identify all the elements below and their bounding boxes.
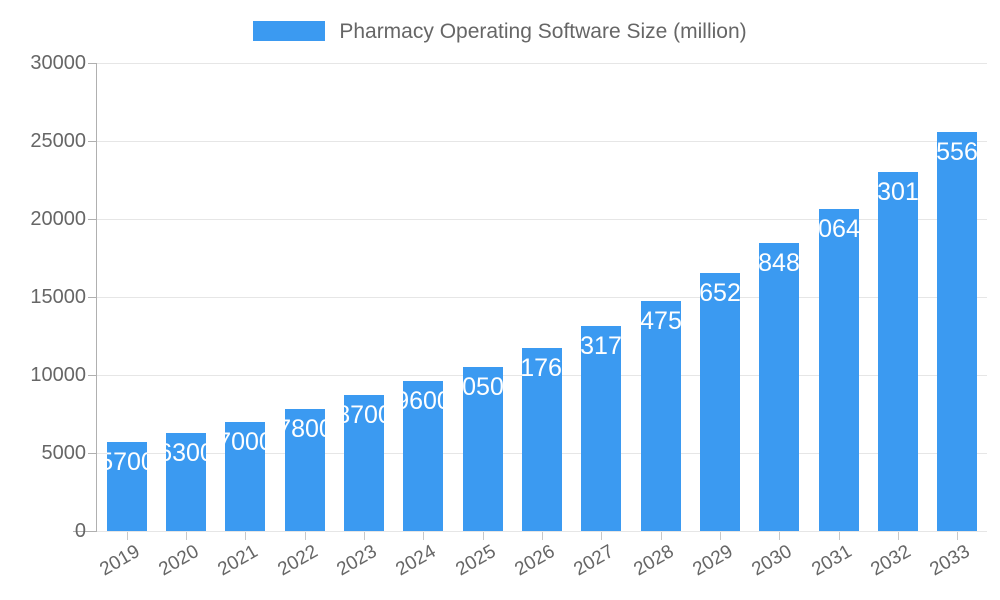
y-axis-tick-mark [88, 297, 96, 298]
y-axis-tick-mark [88, 453, 96, 454]
x-axis-tick-label: 2027 [570, 541, 618, 581]
gridline [97, 297, 987, 298]
x-axis-tick-label: 2030 [748, 541, 796, 581]
x-axis-tick-mark [305, 532, 306, 540]
bar[interactable]: 18480 [759, 243, 799, 531]
y-axis-tick-label: 10000 [30, 364, 86, 386]
bar[interactable]: 25564 [937, 132, 977, 531]
bar[interactable]: 20640 [819, 209, 859, 531]
bar-value-label: 9600 [403, 387, 443, 415]
x-axis-tick-label: 2028 [630, 541, 678, 581]
bar-value-label: 7800 [285, 415, 325, 443]
bar-value-label: 10500 [463, 373, 503, 401]
bar[interactable]: 8700 [344, 395, 384, 531]
x-axis-tick-mark [601, 532, 602, 540]
x-axis-tick-mark [957, 532, 958, 540]
gridline [97, 531, 987, 532]
bar-value-label: 25564 [937, 138, 977, 166]
bar[interactable]: 23010 [878, 172, 918, 531]
y-axis-tick-label: 15000 [30, 286, 86, 308]
y-axis-tick-label: 20000 [30, 208, 86, 230]
bar[interactable]: 13170 [581, 326, 621, 531]
x-axis-tick-mark [186, 532, 187, 540]
y-axis-tick-label: 0 [74, 520, 86, 542]
bar-value-label: 18480 [759, 249, 799, 277]
gridline [97, 219, 987, 220]
legend-swatch-icon [253, 21, 326, 41]
x-axis-tick-mark [423, 532, 424, 540]
bar-value-label: 5700 [107, 448, 147, 476]
bar-value-label: 23010 [878, 178, 918, 206]
y-axis-tick-mark [88, 531, 96, 532]
x-axis-tick-label: 2019 [96, 541, 144, 581]
chart-legend: Pharmacy Operating Software Size (millio… [0, 14, 1000, 48]
gridline [97, 141, 987, 142]
bar[interactable]: 16520 [700, 273, 740, 531]
x-axis-tick-label: 2021 [214, 541, 262, 581]
bar-value-label: 16520 [700, 279, 740, 307]
x-axis-tick-label: 2031 [808, 541, 856, 581]
x-axis-tick-mark [720, 532, 721, 540]
x-axis-tick-mark [542, 532, 543, 540]
y-axis-tick-mark [88, 375, 96, 376]
bar-value-label: 13170 [581, 332, 621, 360]
x-axis-tick-label: 2033 [926, 541, 974, 581]
bar[interactable]: 6300 [166, 433, 206, 531]
bar[interactable]: 9600 [403, 381, 443, 531]
bar[interactable]: 7000 [225, 422, 265, 531]
x-axis-tick-mark [127, 532, 128, 540]
bar-value-label: 8700 [344, 401, 384, 429]
x-axis-tick-mark [898, 532, 899, 540]
y-axis-tick-label: 30000 [30, 52, 86, 74]
x-axis-tick-label: 2032 [867, 541, 915, 581]
bar-value-label: 14755 [641, 307, 681, 335]
x-axis-tick-label: 2025 [452, 541, 500, 581]
x-axis-tick-label: 2023 [333, 541, 381, 581]
bar[interactable]: 5700 [107, 442, 147, 531]
x-axis-tick-label: 2026 [511, 541, 559, 581]
y-axis-tick-mark [88, 141, 96, 142]
y-axis-tick-mark [88, 63, 96, 64]
x-axis-tick-mark [245, 532, 246, 540]
legend-label: Pharmacy Operating Software Size (millio… [339, 19, 747, 43]
bar[interactable]: 14755 [641, 301, 681, 531]
x-axis-tick-mark [364, 532, 365, 540]
x-axis-tick-mark [779, 532, 780, 540]
bar[interactable]: 11760 [522, 348, 562, 531]
x-axis-tick-mark [661, 532, 662, 540]
x-axis-tick-label: 2022 [274, 541, 322, 581]
y-axis-tick-label: 5000 [41, 442, 87, 464]
x-axis-tick-label: 2020 [155, 541, 203, 581]
bar-value-label: 20640 [819, 215, 859, 243]
bar[interactable]: 10500 [463, 367, 503, 531]
bar-value-label: 7000 [225, 428, 265, 456]
x-axis-tick-mark [839, 532, 840, 540]
bar-value-label: 6300 [166, 439, 206, 467]
x-axis-tick-label: 2024 [392, 541, 440, 581]
x-axis-tick-mark [483, 532, 484, 540]
y-axis-tick-mark [88, 219, 96, 220]
y-axis-line [96, 63, 97, 532]
y-axis-tick-label: 25000 [30, 130, 86, 152]
gridline [97, 63, 987, 64]
bar-value-label: 11760 [522, 354, 562, 382]
bar[interactable]: 7800 [285, 409, 325, 531]
x-axis-tick-label: 2029 [689, 541, 737, 581]
